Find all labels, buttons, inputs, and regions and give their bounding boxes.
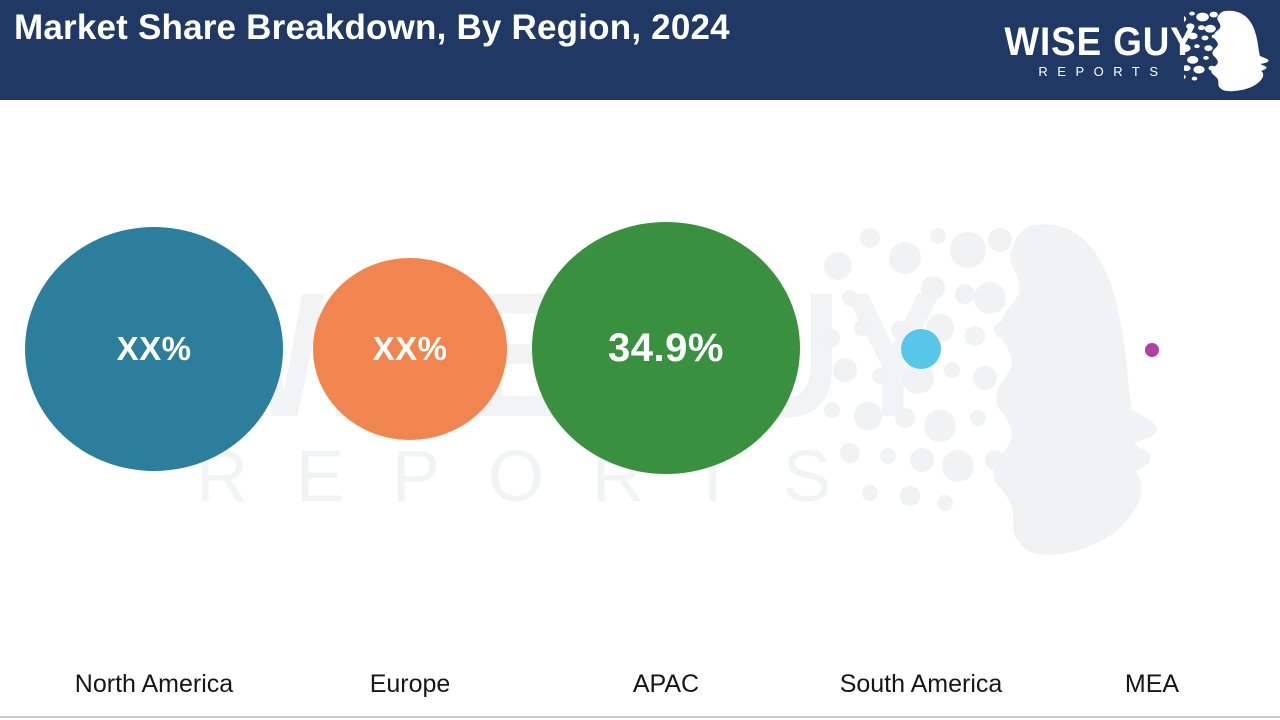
logo-wordmark: WISE GUY REPORTS <box>996 21 1204 79</box>
region-label-north-america: North America <box>74 670 234 698</box>
bubble-south-america <box>901 329 941 369</box>
watermark-reports-text: REPORTS <box>196 437 879 517</box>
header-bar: Market Share Breakdown, By Region, 2024 … <box>0 0 1280 100</box>
chart-title: Market Share Breakdown, By Region, 2024 <box>14 8 730 47</box>
bubble-value-label: XX% <box>372 330 448 367</box>
region-label-apac: APAC <box>632 670 700 698</box>
logo-reports-text: REPORTS <box>1038 64 1168 79</box>
bubble-value-label: 34.9% <box>608 325 724 370</box>
chart-baseline <box>0 716 1280 718</box>
region-label-europe: Europe <box>369 670 451 698</box>
logo-name-text: WISE GUY <box>1004 20 1196 64</box>
bubble-mea <box>1145 343 1159 357</box>
bubble-north-america: XX% <box>25 227 283 471</box>
watermark-face-icon <box>820 224 1157 555</box>
brand-logo: WISE GUY REPORTS <box>996 4 1270 96</box>
region-label-south-america: South America <box>839 670 1003 698</box>
bubble-value-label: XX% <box>116 330 192 367</box>
bubble-europe: XX% <box>313 258 507 440</box>
region-label-mea: MEA <box>1124 670 1180 698</box>
bubble-apac: 34.9% <box>532 222 800 474</box>
